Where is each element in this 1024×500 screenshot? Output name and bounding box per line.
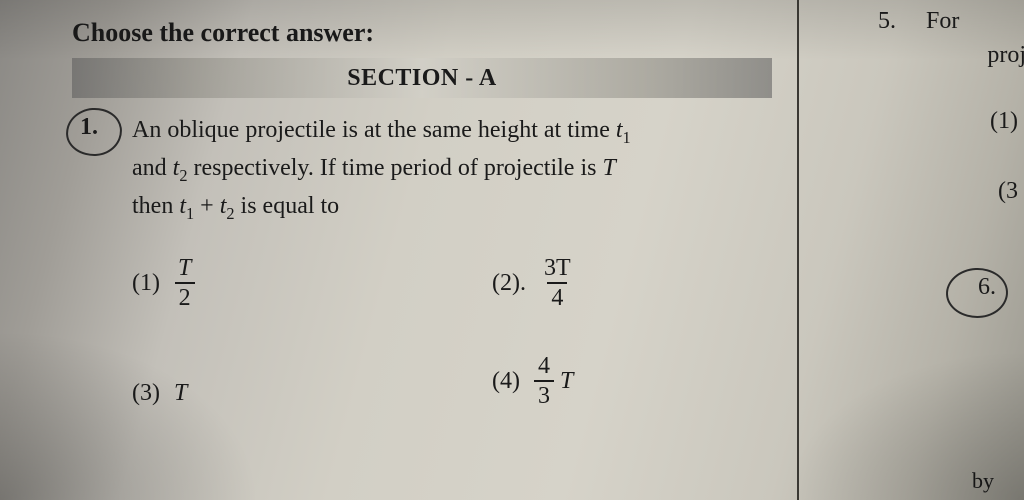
text: An oblique projectile is at the same hei…: [132, 117, 616, 143]
suffix-T: T: [560, 368, 573, 395]
text: respectively. If time period of projecti…: [187, 155, 602, 181]
numerator: 4: [534, 354, 554, 380]
sub-1b: 1: [186, 204, 194, 223]
fraction: 4 3: [534, 354, 554, 408]
sub-1: 1: [623, 128, 631, 147]
circle-annotation-6: [945, 266, 1010, 319]
plus: +: [194, 193, 220, 219]
var-T: T: [602, 155, 615, 181]
section-title: SECTION - A: [347, 65, 497, 92]
q5-number: 5.: [878, 8, 896, 34]
option-3: (3) T: [132, 366, 432, 420]
option-label: (3): [132, 380, 160, 407]
options-grid: (1) T 2 (2). 3T 4 (3) T (4) 4: [72, 256, 772, 408]
instruction-heading: Choose the correct answer:: [72, 18, 772, 48]
question-text: An oblique projectile is at the same hei…: [132, 112, 772, 226]
option-label: (1): [132, 270, 160, 297]
option-label: (4): [492, 368, 520, 395]
option-label: (2).: [492, 270, 526, 297]
q5-word: For: [926, 8, 959, 34]
denominator: 3: [534, 380, 554, 408]
question-row: 1. An oblique projectile is at the same …: [72, 112, 772, 226]
option-4: (4) 4 3 T: [492, 354, 792, 408]
page: Choose the correct answer: SECTION - A 1…: [0, 0, 1024, 500]
fraction: 3T 4: [540, 256, 575, 310]
paren-1-fragment: (1): [990, 108, 1018, 135]
column-separator: [797, 0, 799, 500]
q5-fragment: 5. For: [844, 8, 1024, 35]
q6-number: 6.: [978, 274, 996, 301]
var-t1: t: [616, 117, 623, 143]
text: is equal to: [235, 193, 340, 219]
denominator: 4: [547, 282, 567, 310]
var-t1b: t: [179, 193, 186, 219]
numerator: T: [174, 256, 195, 282]
section-header-bar: SECTION - A: [72, 58, 772, 98]
question-number-wrap: 1.: [72, 112, 132, 139]
option-value: T: [174, 380, 187, 407]
option-1: (1) T 2: [132, 256, 432, 310]
sub-2b: 2: [226, 204, 234, 223]
proj-fragment: proj: [987, 42, 1024, 69]
by-fragment: by: [972, 468, 994, 494]
numerator: 3T: [540, 256, 575, 282]
right-column: 5. For proj (1) (3 6. by: [809, 0, 1024, 500]
left-column: Choose the correct answer: SECTION - A 1…: [72, 18, 772, 408]
fraction: T 2: [174, 256, 195, 310]
question-number: 1.: [80, 114, 140, 141]
denominator: 2: [175, 282, 195, 310]
text: then: [132, 193, 179, 219]
num-text: 3T: [544, 255, 571, 281]
paren-3-fragment: (3: [998, 178, 1018, 205]
option-2: (2). 3T 4: [492, 256, 792, 310]
text: and: [132, 155, 173, 181]
